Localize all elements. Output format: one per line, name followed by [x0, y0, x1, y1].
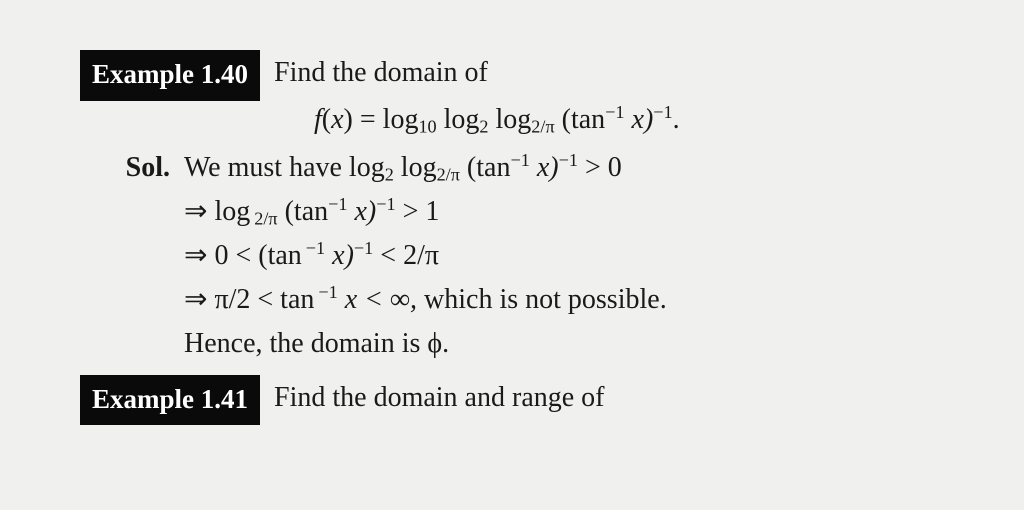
sol3-b: x)	[325, 240, 354, 271]
sol3-s1: −1	[306, 238, 325, 258]
formula-sup1: −1	[605, 102, 624, 122]
sol2-b: (tan	[278, 196, 329, 227]
example-140-formula: f(x) = log10 log2 log2/π (tan−1 x)−1.	[80, 99, 954, 141]
formula-sup2: −1	[653, 102, 672, 122]
formula-tan-open: (tan	[555, 104, 606, 135]
formula-tan-mid: x)	[625, 104, 654, 135]
sol1-s1: −1	[510, 150, 529, 170]
sol1-e: > 0	[578, 152, 622, 183]
sol5: Hence, the domain is ϕ.	[184, 328, 449, 359]
example-140-prompt: Find the domain of	[274, 50, 488, 94]
sol3-s2: −1	[354, 238, 373, 258]
sol2-a: ⇒ log	[184, 196, 250, 227]
sol1-b: log	[394, 152, 437, 183]
sol1-a: We must have log	[184, 152, 385, 183]
sol2-c: x)	[347, 196, 376, 227]
example-141-tag: Example 1.41	[80, 375, 260, 426]
formula-base10: 10	[418, 116, 436, 136]
sol4-s1: −1	[318, 282, 337, 302]
sol1-c: (tan	[460, 152, 511, 183]
sol4-c: which is not possible.	[424, 284, 667, 315]
formula-base2: 2	[479, 116, 488, 136]
solution-line4: ⇒ π/2 < tan−1 x < ∞, which is not possib…	[80, 279, 954, 321]
sol1-d: x)	[530, 152, 559, 183]
formula-f: f	[314, 104, 322, 135]
solution-line2: ⇒ log2/π (tan−1 x)−1 > 1	[80, 191, 954, 233]
formula-base2pi: 2/π	[531, 116, 554, 136]
sol1-s2: −1	[559, 150, 578, 170]
formula-open: (	[322, 104, 331, 135]
sol2-d: > 1	[396, 196, 440, 227]
solution-label: Sol.	[80, 147, 184, 189]
sol3-a: ⇒ 0 < (tan	[184, 240, 302, 271]
formula-log2pi: log	[489, 104, 532, 135]
solution-line3: ⇒ 0 < (tan−1 x)−1 < 2/π	[80, 235, 954, 277]
solution-row: Sol. We must have log2 log2/π (tan−1 x)−…	[80, 147, 954, 189]
sol4-b: x < ∞,	[338, 284, 424, 315]
example-141-row: Example 1.41 Find the domain and range o…	[80, 375, 954, 426]
sol1-b2: 2	[385, 164, 394, 184]
example-140-tag: Example 1.40	[80, 50, 260, 101]
example-141-prompt: Find the domain and range of	[274, 375, 604, 419]
formula-x: x	[331, 104, 343, 135]
solution-line1: We must have log2 log2/π (tan−1 x)−1 > 0	[184, 147, 954, 189]
solution-line5: Hence, the domain is ϕ.	[80, 323, 954, 365]
sol2-s1: −1	[328, 194, 347, 214]
sol2-s2: −1	[376, 194, 395, 214]
sol3-c: < 2/π	[373, 240, 439, 271]
formula-tail: .	[673, 104, 680, 135]
formula-log2: log	[437, 104, 480, 135]
page-container: Example 1.40 Find the domain of f(x) = l…	[0, 0, 1024, 457]
sol4-a: ⇒ π/2 < tan	[184, 284, 314, 315]
example-140-row: Example 1.40 Find the domain of	[80, 50, 954, 101]
sol2-b2pi: 2/π	[254, 208, 277, 228]
sol1-b2pi: 2/π	[437, 164, 460, 184]
formula-eq-log: ) = log	[344, 104, 419, 135]
